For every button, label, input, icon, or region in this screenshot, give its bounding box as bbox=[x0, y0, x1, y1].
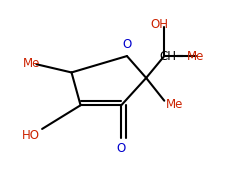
Text: Me: Me bbox=[187, 50, 204, 63]
Text: HO: HO bbox=[22, 129, 40, 142]
Text: Me: Me bbox=[23, 57, 40, 70]
Text: Me: Me bbox=[166, 98, 183, 111]
Text: CH: CH bbox=[160, 50, 177, 63]
Text: O: O bbox=[117, 142, 126, 155]
Text: OH: OH bbox=[151, 18, 169, 31]
Text: O: O bbox=[122, 38, 132, 51]
